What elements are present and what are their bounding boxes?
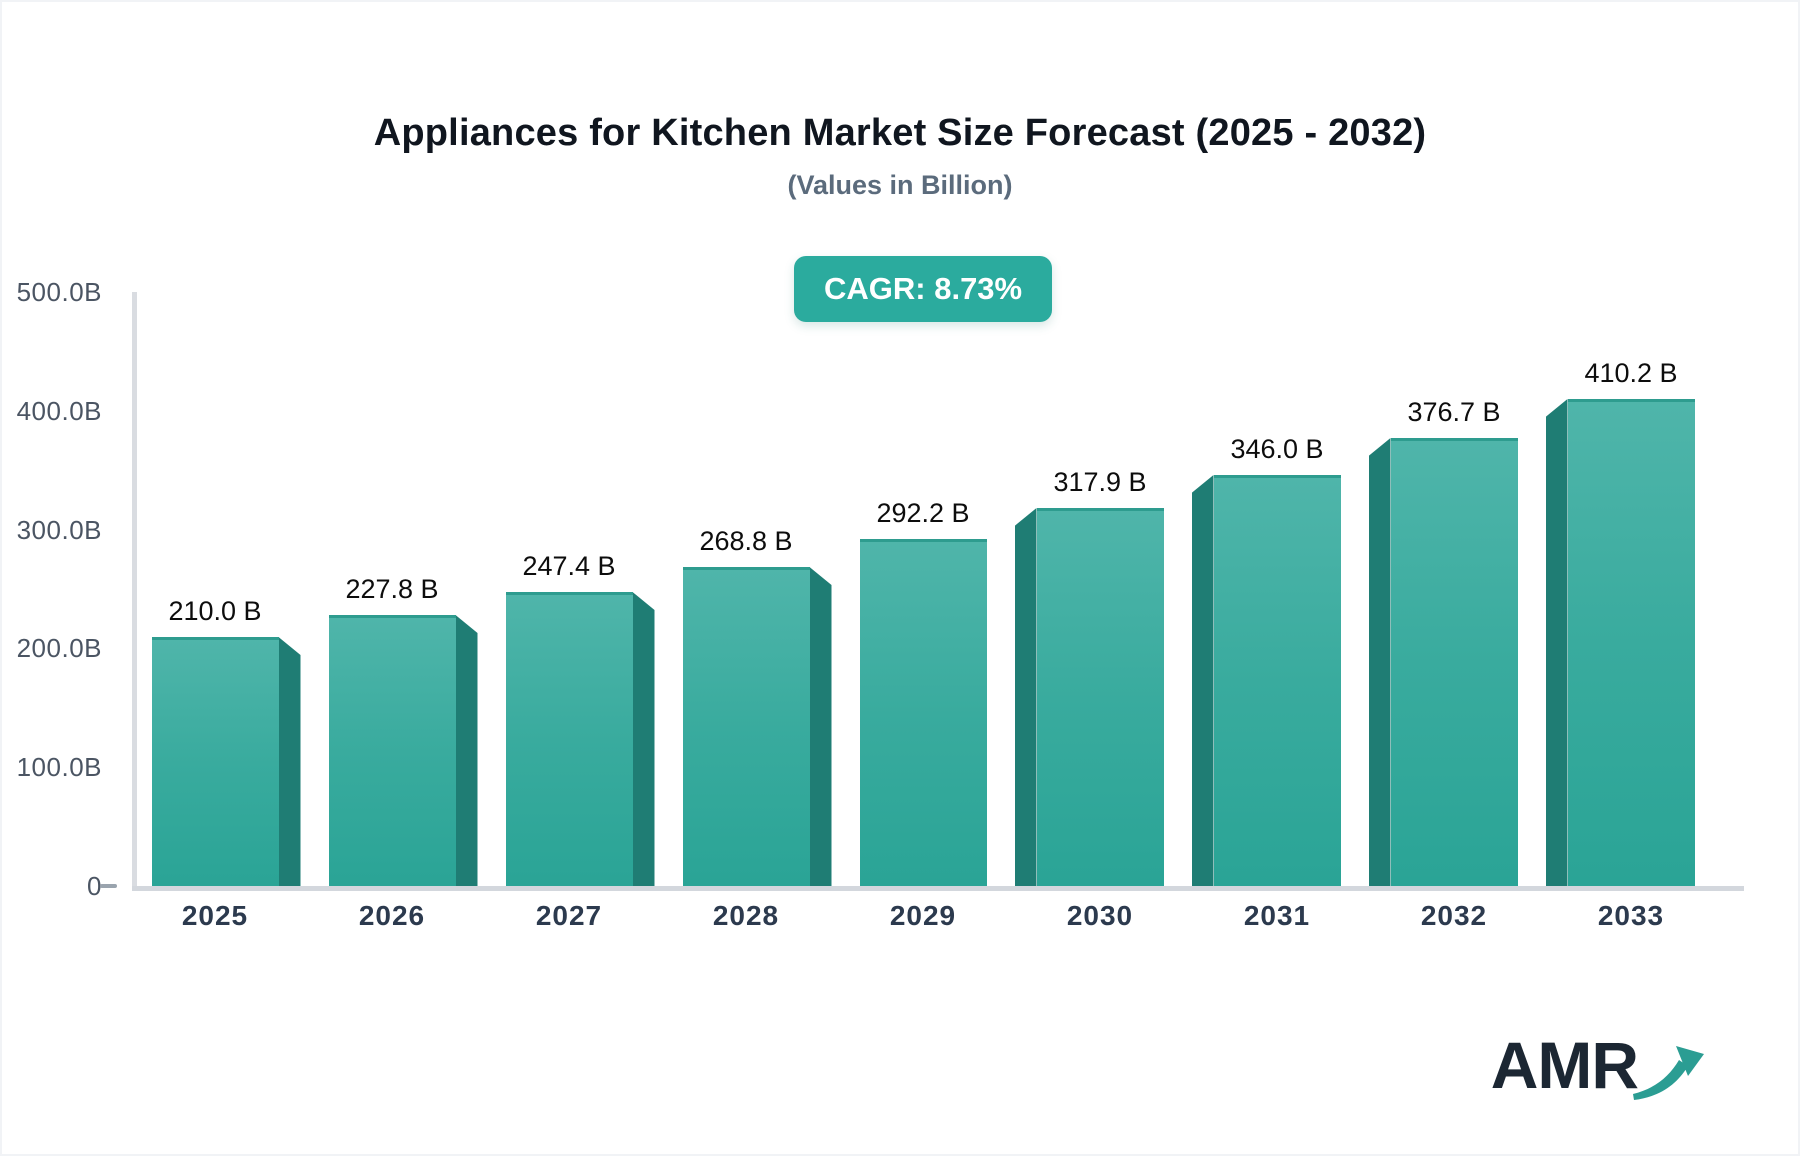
y-tick-label: 200.0B: [16, 633, 102, 664]
bar-side-face: [632, 592, 655, 886]
x-axis-line: [132, 886, 1744, 891]
chart-subtitle: (Values in Billion): [787, 170, 1013, 200]
x-tick-label: 2032: [1420, 900, 1488, 931]
bar-2030: [1036, 508, 1164, 886]
bar-2028: [682, 567, 810, 886]
bar-side-face: [809, 567, 832, 886]
x-tick-label: 2030: [1066, 900, 1134, 931]
bar-2026: [328, 615, 456, 886]
plot-area: 210.0 B 227.8 B 247.4 B 268.8 B 292.2 B 317.9…: [132, 292, 1744, 886]
y-axis-line: [132, 292, 137, 891]
cagr-badge: CAGR: 8.73%: [794, 256, 1053, 322]
growth-arrow-icon: [1633, 1046, 1704, 1100]
x-tick-label: 2026: [358, 900, 426, 931]
bar-2032: [1390, 438, 1518, 886]
bar-2031: [1213, 475, 1341, 886]
bar-side-face: [1191, 475, 1214, 886]
x-tick-label: 2033: [1597, 900, 1665, 931]
bar-2027: [505, 592, 633, 886]
amr-logo-text: AMR: [1490, 1028, 1639, 1102]
bar-value-label: 247.4 B: [522, 551, 616, 581]
bar-value-label: 292.2 B: [876, 498, 970, 528]
amr-logo: AMR: [1491, 1030, 1706, 1106]
x-tick-label: 2031: [1243, 900, 1311, 931]
bar-value-label: 346.0 B: [1230, 434, 1324, 464]
bar-side-face: [278, 637, 301, 886]
bar-value-label: 227.8 B: [345, 574, 439, 604]
bar-side-face: [455, 615, 478, 886]
x-tick-label: 2029: [889, 900, 957, 931]
bar-value-label: 317.9 B: [1053, 467, 1147, 497]
bar-value-label: 410.2 B: [1584, 358, 1678, 388]
x-tick-label: 2027: [535, 900, 603, 931]
y-tick-label: 300.0B: [16, 514, 102, 545]
bar-side-face: [1014, 508, 1037, 886]
bar-2029: [859, 539, 987, 886]
bar-side-face: [1545, 399, 1568, 886]
chart-title: Appliances for Kitchen Market Size Forec…: [373, 112, 1427, 154]
x-tick-label: 2028: [712, 900, 780, 931]
bar-2033: [1567, 399, 1695, 886]
bar-2025: [151, 637, 279, 886]
bar-value-label: 376.7 B: [1407, 397, 1501, 427]
y-tick-label: 400.0B: [16, 395, 102, 426]
y-tick-label: 500.0B: [16, 277, 102, 307]
y-tick-label: 100.0B: [16, 752, 102, 783]
x-tick-label: 2025: [181, 900, 249, 931]
bar-side-face: [1368, 438, 1391, 886]
y-tick-label: 0: [87, 871, 102, 901]
bar-value-label: 210.0 B: [168, 596, 262, 626]
bar-value-label: 268.8 B: [699, 526, 793, 556]
zero-tick-mark: [100, 884, 117, 888]
